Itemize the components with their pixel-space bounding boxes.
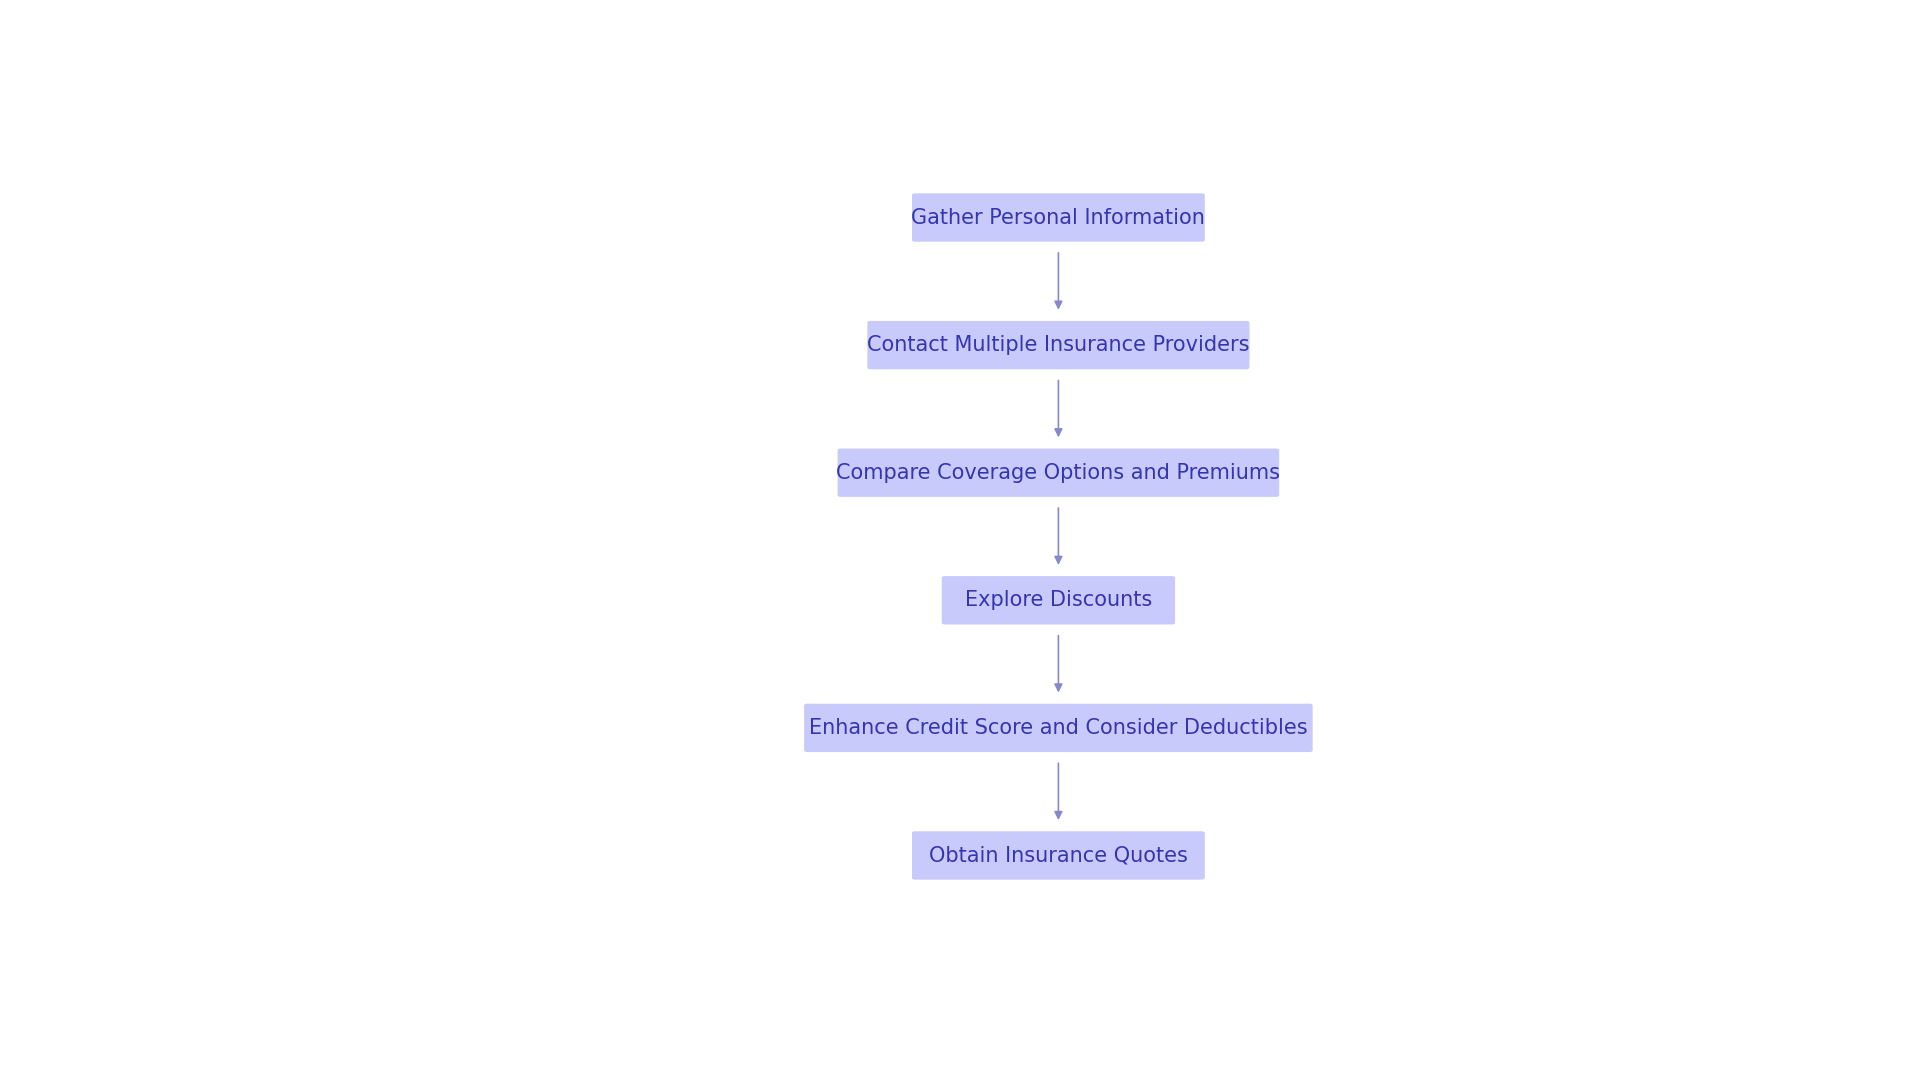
FancyBboxPatch shape [912,194,1204,242]
Text: Explore Discounts: Explore Discounts [964,590,1152,611]
Text: Gather Personal Information: Gather Personal Information [912,208,1206,227]
Text: Contact Multiple Insurance Providers: Contact Multiple Insurance Providers [868,335,1250,355]
FancyBboxPatch shape [837,448,1279,497]
Text: Compare Coverage Options and Premiums: Compare Coverage Options and Premiums [837,462,1281,483]
FancyBboxPatch shape [804,704,1313,752]
Text: Enhance Credit Score and Consider Deductibles: Enhance Credit Score and Consider Deduct… [808,718,1308,738]
Text: Obtain Insurance Quotes: Obtain Insurance Quotes [929,846,1188,865]
FancyBboxPatch shape [868,321,1250,369]
FancyBboxPatch shape [943,576,1175,625]
FancyBboxPatch shape [912,832,1204,879]
